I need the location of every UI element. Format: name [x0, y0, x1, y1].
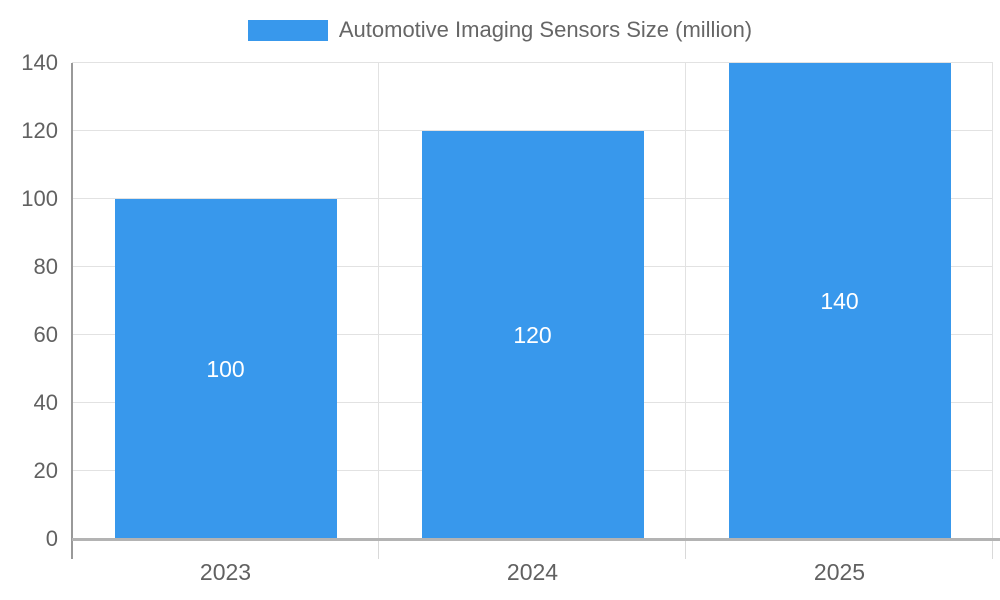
- gridline-vertical: [992, 63, 993, 539]
- legend[interactable]: Automotive Imaging Sensors Size (million…: [0, 17, 1000, 43]
- y-axis-tick-label: 60: [33, 322, 58, 347]
- y-axis-tick-label: 140: [21, 50, 58, 75]
- y-axis-tick-label: 40: [33, 390, 58, 415]
- y-axis-tick-label: 0: [45, 526, 58, 551]
- x-axis-tick-mark: [685, 541, 686, 559]
- bar-2024[interactable]: 120: [421, 131, 644, 539]
- x-axis-tick-label: 2023: [199, 559, 252, 585]
- x-axis-line: [72, 538, 1000, 541]
- y-axis-line: [71, 63, 73, 559]
- gridline-vertical: [685, 63, 686, 539]
- gridline-horizontal: [72, 130, 993, 131]
- x-axis-tick-mark: [992, 541, 993, 559]
- bar-value-label: 120: [513, 321, 552, 348]
- bar-2023[interactable]: 100: [114, 199, 337, 539]
- gridline-horizontal: [72, 62, 993, 63]
- legend-label: Automotive Imaging Sensors Size (million…: [338, 17, 753, 42]
- x-axis-tick-mark: [378, 541, 379, 559]
- x-axis-tick-label: 2025: [813, 559, 866, 585]
- y-axis-tick-label: 80: [33, 254, 58, 279]
- gridline-vertical: [378, 63, 379, 539]
- bar-value-label: 100: [206, 355, 245, 382]
- x-axis-tick-label: 2024: [506, 559, 559, 585]
- y-axis-tick-label: 100: [21, 186, 58, 211]
- y-axis-tick-label: 20: [33, 458, 58, 483]
- legend-swatch-icon: [247, 19, 328, 41]
- bar-value-label: 140: [820, 287, 859, 314]
- plot-area: 100 120 140: [72, 62, 993, 539]
- y-axis-tick-label: 120: [21, 118, 58, 143]
- bar-2025[interactable]: 140: [728, 63, 951, 539]
